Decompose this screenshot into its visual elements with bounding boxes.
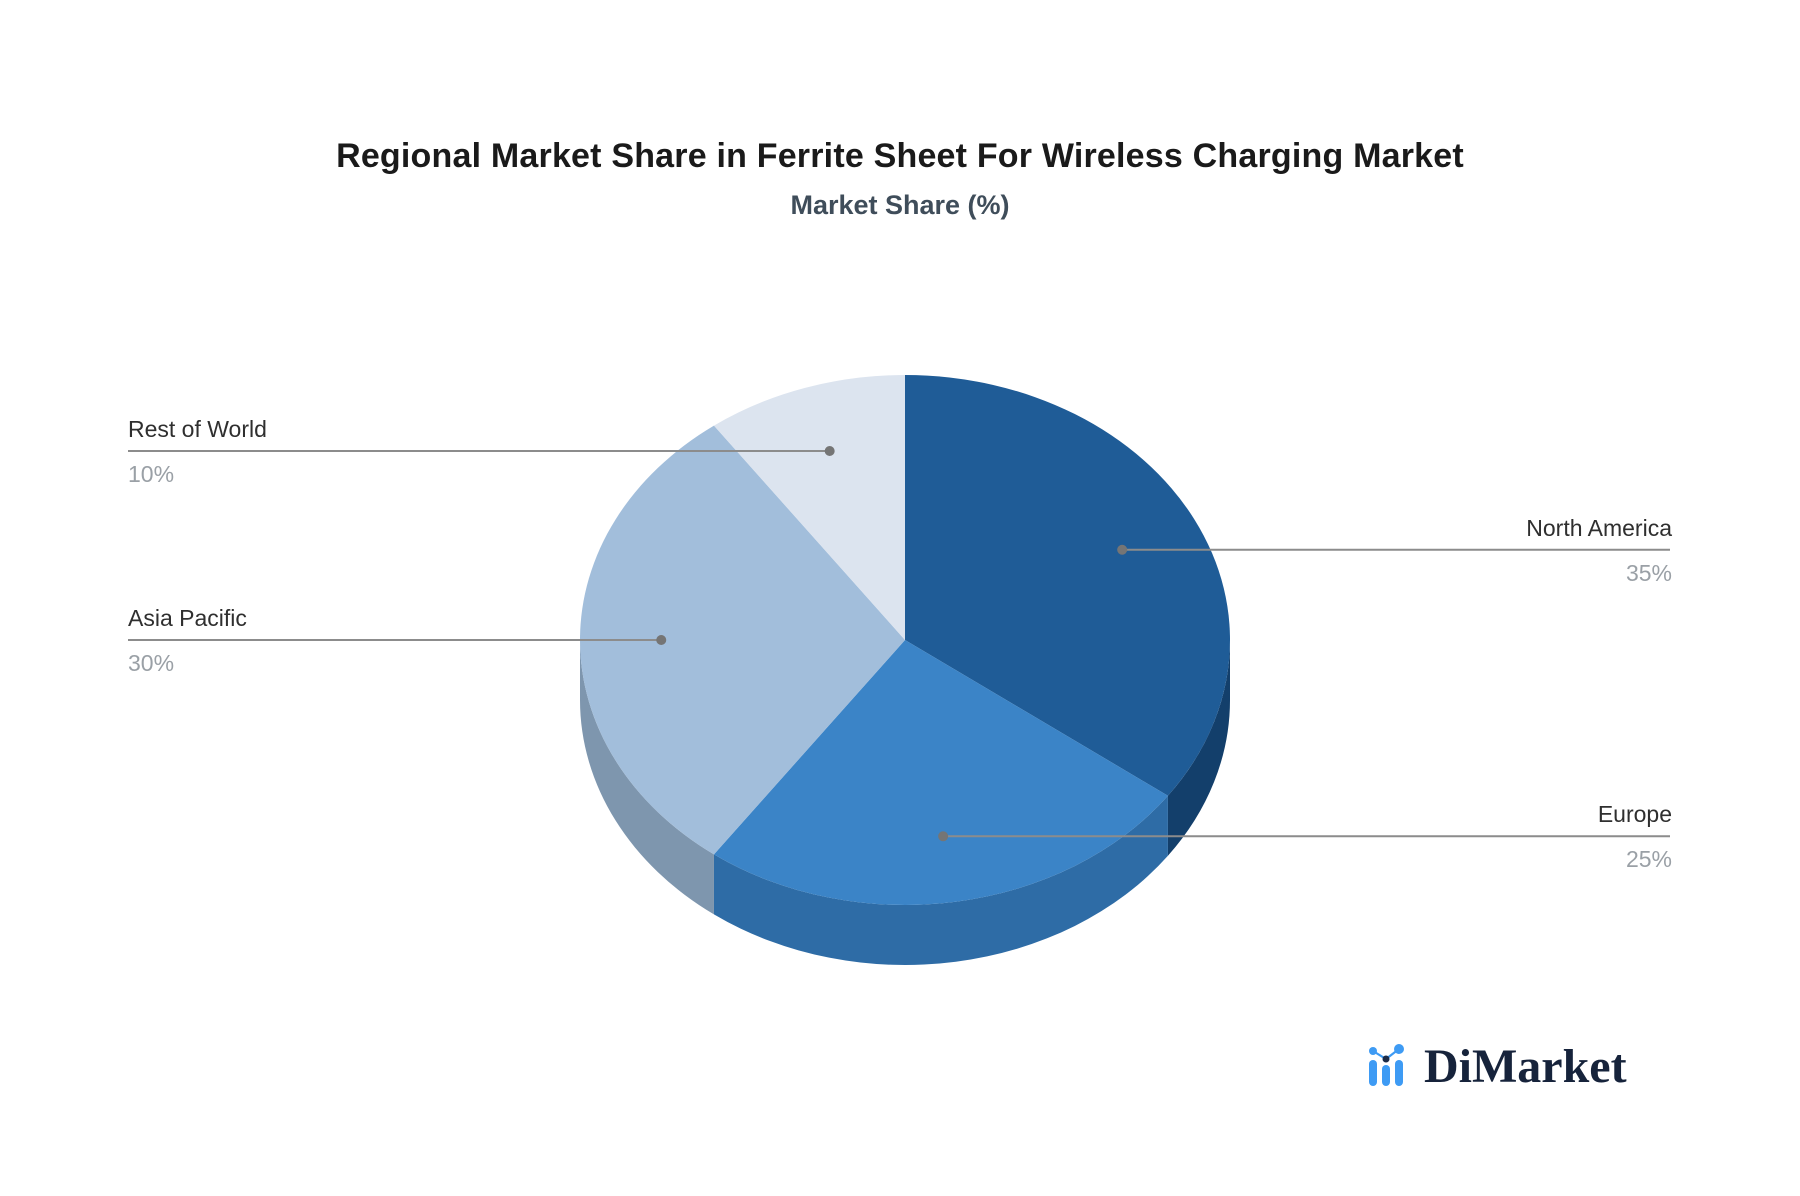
leader-dot-europe: [938, 831, 949, 842]
pie-slice-asia-pacific[interactable]: [579, 425, 905, 855]
chart-title: Regional Market Share in Ferrite Sheet F…: [336, 137, 1464, 175]
pie-slice-side-north-america: [1167, 640, 1230, 856]
leader-dot-north-america: [1117, 544, 1128, 555]
pie-slice-rest-of-world[interactable]: [713, 375, 905, 640]
leader-dot-asia-pacific: [656, 635, 667, 645]
bar-line-chart-icon: [1369, 1044, 1404, 1086]
brand-logo-text: DiMarket: [1424, 1040, 1627, 1093]
pie-slice-side-asia-pacific: [580, 640, 714, 915]
chart-subtitle: Market Share (%): [790, 190, 1010, 220]
pie-slice-europe[interactable]: [713, 640, 1168, 905]
pie-slice-side-europe: [713, 795, 1168, 965]
leader-dot-rest-of-world: [824, 445, 835, 456]
brand-logo: DiMarket: [1366, 1038, 1627, 1092]
pie-slice-north-america[interactable]: [905, 375, 1230, 796]
